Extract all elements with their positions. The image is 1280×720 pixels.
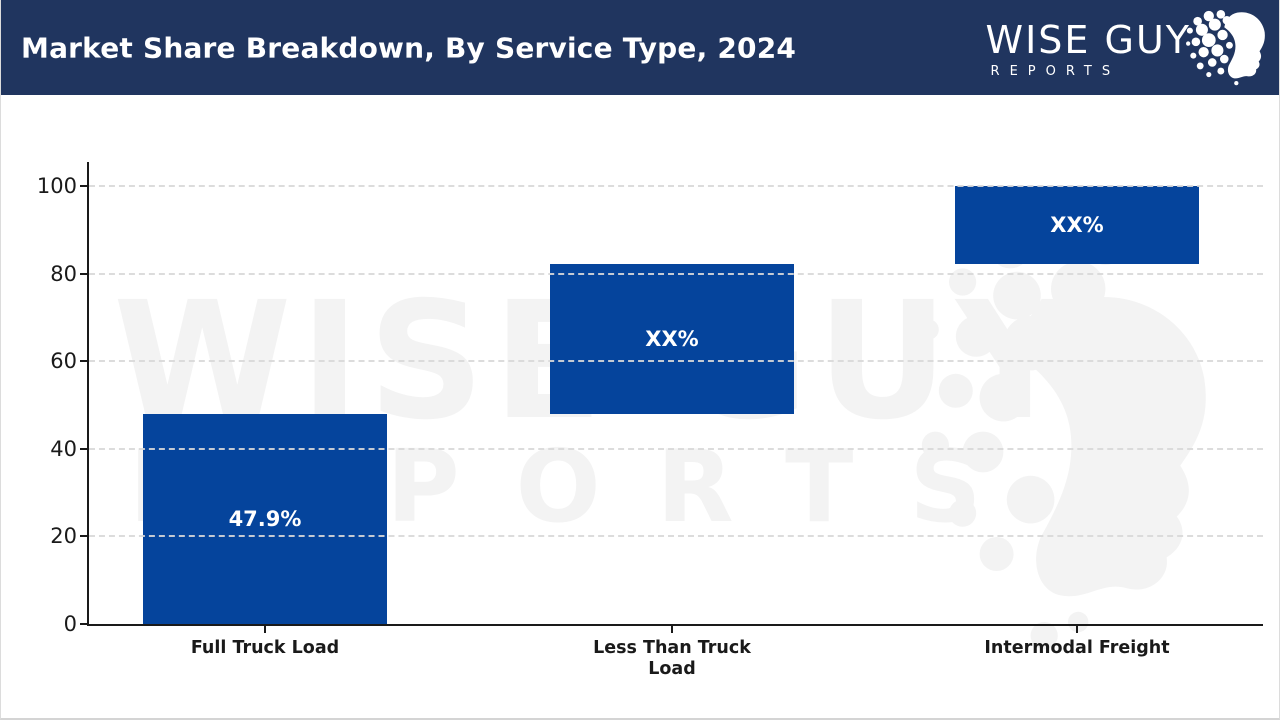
gridline-100 xyxy=(89,185,1263,187)
gridline-60 xyxy=(89,360,1263,363)
x-category-label: Full Truck Load xyxy=(105,638,425,659)
y-tick-mark xyxy=(80,447,88,450)
x-category-label-line: Load xyxy=(648,659,696,679)
y-tick-mark xyxy=(80,185,88,187)
wise-guy-reports-logo: WISE GUY REPORTS xyxy=(986,6,1269,88)
y-tick-mark xyxy=(80,272,88,275)
y-tick-mark xyxy=(80,623,88,625)
bar-value-label: XX% xyxy=(1050,212,1104,237)
y-tick-mark xyxy=(80,360,88,363)
logo-head-icon xyxy=(1186,10,1265,86)
x-category-label-line: Intermodal Freight xyxy=(984,638,1170,658)
y-tick-label: 60 xyxy=(50,349,77,374)
bar-segment xyxy=(955,186,1199,264)
x-tick-mark xyxy=(1076,626,1078,633)
x-category-label: Intermodal Freight xyxy=(917,638,1237,659)
bar-segment xyxy=(550,263,794,415)
y-tick-label: 0 xyxy=(63,612,77,636)
bar-value-label: 47.9% xyxy=(228,507,302,532)
watermark-head-icon xyxy=(906,210,1206,650)
y-tick-label: 100 xyxy=(36,174,77,198)
y-axis-line xyxy=(87,162,89,626)
y-tick-label: 80 xyxy=(50,261,77,286)
gridline-20 xyxy=(89,535,1263,538)
x-category-label-line: Full Truck Load xyxy=(190,638,340,658)
logo-subtext: REPORTS xyxy=(990,63,1121,79)
logo-wordmark: WISE GUY xyxy=(985,18,1191,63)
logo-text: WISE GUY REPORTS xyxy=(985,18,1191,79)
x-tick-mark xyxy=(671,626,673,633)
gridline-40 xyxy=(89,447,1263,450)
x-category-label: Less Than Truck Load xyxy=(512,638,832,680)
y-tick-mark xyxy=(80,535,88,538)
header-bar: Market Share Breakdown, By Service Type,… xyxy=(1,0,1279,95)
page-title: Market Share Breakdown, By Service Type,… xyxy=(21,31,797,64)
bar-value-label: XX% xyxy=(645,327,699,352)
x-axis-line xyxy=(87,624,1263,626)
y-tick-label: 20 xyxy=(50,524,77,549)
x-category-label-line: Less Than Truck xyxy=(593,638,751,658)
gridline-80 xyxy=(89,272,1263,275)
x-tick-mark xyxy=(264,626,266,633)
y-tick-label: 40 xyxy=(50,436,77,461)
